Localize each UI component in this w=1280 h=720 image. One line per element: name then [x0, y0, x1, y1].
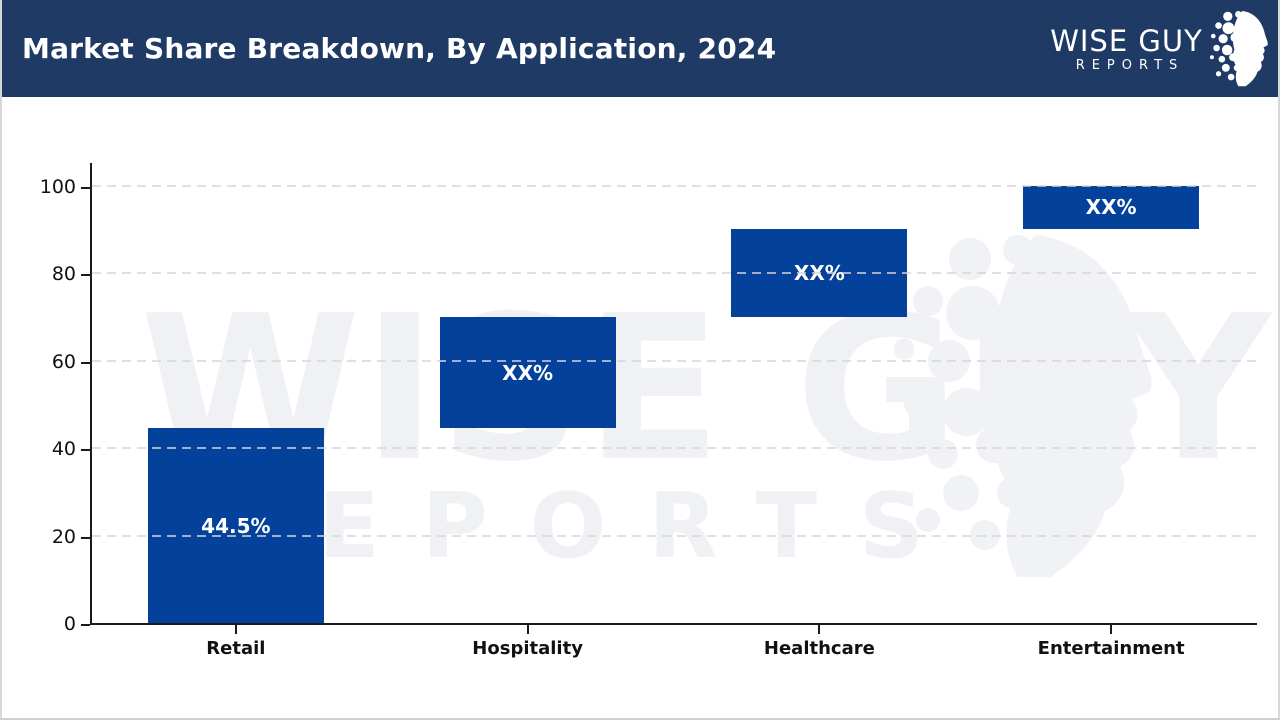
- xtick-label-healthcare: Healthcare: [763, 638, 875, 659]
- plot-area: 44.5% XX% XX% XX%: [90, 163, 1257, 625]
- logo-reports-text: REPORTS: [1075, 58, 1185, 73]
- xtick-label-entertainment: Entertainment: [1037, 638, 1185, 659]
- logo-head-icon: [1209, 11, 1268, 87]
- gridline-y-40: [92, 447, 1257, 449]
- bar-entertainment: XX%: [1023, 185, 1200, 230]
- xtick-mark-healthcare: [818, 625, 821, 634]
- wise-guy-logo: WISE GUY REPORTS: [1039, 6, 1274, 92]
- xtick-label-hospitality: Hospitality: [472, 638, 583, 659]
- gridline-y-60: [92, 359, 1257, 362]
- gridline-y-80: [92, 272, 1257, 274]
- bar-value-label-entertainment: XX%: [1085, 195, 1137, 220]
- ytick-mark-100: [81, 186, 90, 189]
- ytick-label-60: 60: [51, 350, 76, 373]
- ytick-mark-0: [81, 624, 90, 626]
- gridline-y-20: [92, 534, 1257, 537]
- xtick-mark-retail: [234, 625, 237, 634]
- chart-title: Market Share Breakdown, By Application, …: [22, 32, 777, 65]
- watermark-reports-text: REPORTS: [207, 474, 966, 579]
- ytick-label-20: 20: [51, 525, 76, 548]
- xtick-mark-entertainment: [1110, 625, 1113, 634]
- logo-wordmark: WISE GUY: [1050, 24, 1203, 58]
- bar-hospitality: XX%: [439, 316, 616, 429]
- ytick-mark-60: [81, 361, 90, 364]
- ytick-label-80: 80: [51, 263, 76, 285]
- xtick-mark-hospitality: [526, 625, 529, 634]
- ytick-mark-40: [81, 449, 90, 451]
- gridline-y-100: [92, 184, 1257, 187]
- bar-value-label-hospitality: XX%: [502, 360, 554, 385]
- ytick-label-0: 0: [63, 613, 76, 635]
- ytick-label-100: 100: [39, 175, 76, 198]
- ytick-mark-80: [81, 274, 90, 276]
- header-band: Market Share Breakdown, By Application, …: [2, 0, 1278, 97]
- ytick-mark-20: [81, 536, 90, 539]
- ytick-label-40: 40: [51, 438, 76, 460]
- bar-value-label-retail: 44.5%: [201, 513, 271, 538]
- xtick-label-retail: Retail: [206, 638, 266, 659]
- watermark-head-icon: [889, 235, 1152, 577]
- bar-retail: 44.5%: [147, 428, 324, 623]
